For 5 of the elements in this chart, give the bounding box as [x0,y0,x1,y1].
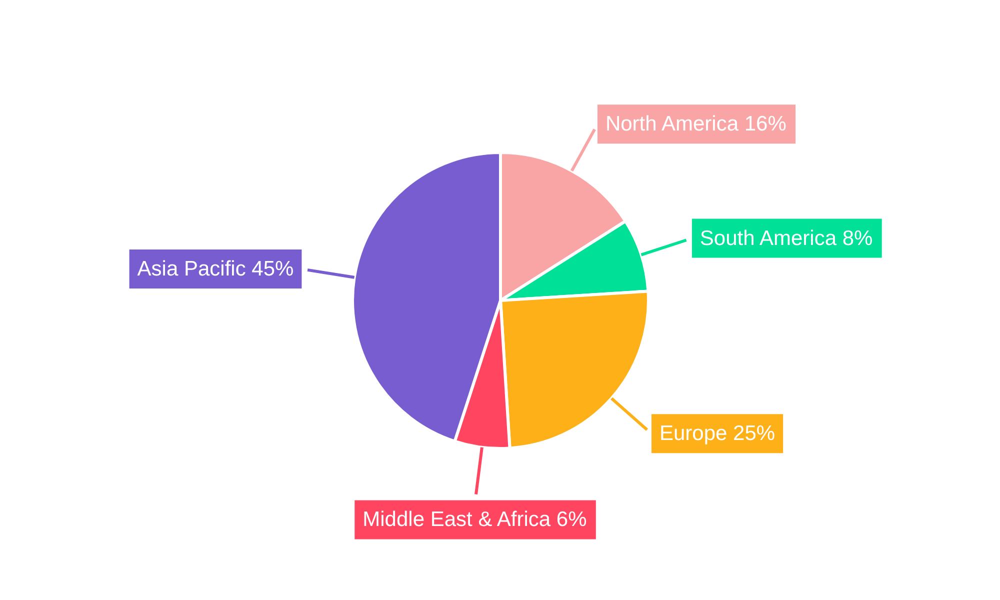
slice-label: Asia Pacific 45% [137,258,294,281]
slice-label: South America 8% [700,226,873,250]
slice-label: Europe 25% [659,422,776,446]
slice-label: Middle East & Africa 6% [362,508,587,532]
slice-label: North America 16% [605,112,786,136]
